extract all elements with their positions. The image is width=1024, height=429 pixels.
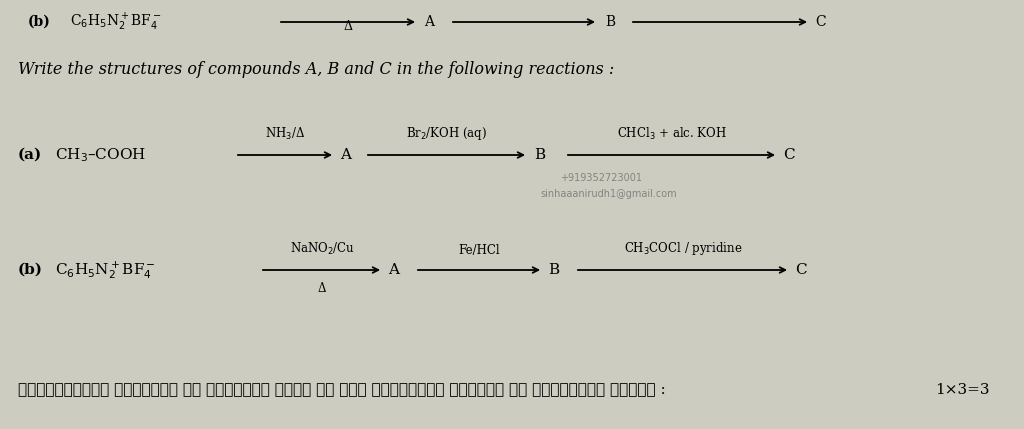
Text: +919352723001: +919352723001 (560, 173, 642, 183)
Text: CHCl$_3$ + alc. KOH: CHCl$_3$ + alc. KOH (617, 126, 727, 142)
Text: 1×3=3: 1×3=3 (936, 383, 990, 397)
Text: Write the structures of compounds A, B and C in the following reactions :: Write the structures of compounds A, B a… (18, 61, 614, 79)
Text: B: B (605, 15, 615, 29)
Text: C$_6$H$_5$N$_2^+$BF$_4^-$: C$_6$H$_5$N$_2^+$BF$_4^-$ (55, 259, 156, 281)
Text: C: C (795, 263, 807, 277)
Text: A: A (340, 148, 351, 162)
Text: CH$_3$COCl / pyridine: CH$_3$COCl / pyridine (624, 240, 742, 257)
Text: NH$_3$/Δ: NH$_3$/Δ (265, 126, 305, 142)
Text: Fe/HCl: Fe/HCl (458, 244, 500, 257)
Text: C: C (783, 148, 795, 162)
Text: A: A (388, 263, 399, 277)
Text: B: B (548, 263, 559, 277)
Text: C$_6$H$_5$N$_2^+$BF$_4^-$: C$_6$H$_5$N$_2^+$BF$_4^-$ (70, 11, 162, 33)
Text: sinhaaanirudh1@gmail.com: sinhaaanirudh1@gmail.com (540, 189, 677, 199)
Text: Br$_2$/KOH (aq): Br$_2$/KOH (aq) (407, 125, 487, 142)
Text: (a): (a) (18, 148, 42, 162)
Text: A: A (424, 15, 434, 29)
Text: B: B (534, 148, 545, 162)
Text: निम्नलिखित बहुलकों को प्राप्त करने के लिए प्रयुक्त एकलकों की संरचनाएं लिखिए :: निम्नलिखित बहुलकों को प्राप्त करने के लि… (18, 383, 666, 397)
Text: CH$_3$–COOH: CH$_3$–COOH (55, 146, 146, 164)
Text: C: C (815, 15, 825, 29)
Text: (b): (b) (18, 263, 43, 277)
Text: NaNO$_2$/Cu: NaNO$_2$/Cu (290, 241, 354, 257)
Text: Δ: Δ (317, 282, 327, 295)
Text: (b): (b) (28, 15, 51, 29)
Text: Δ: Δ (343, 20, 352, 33)
